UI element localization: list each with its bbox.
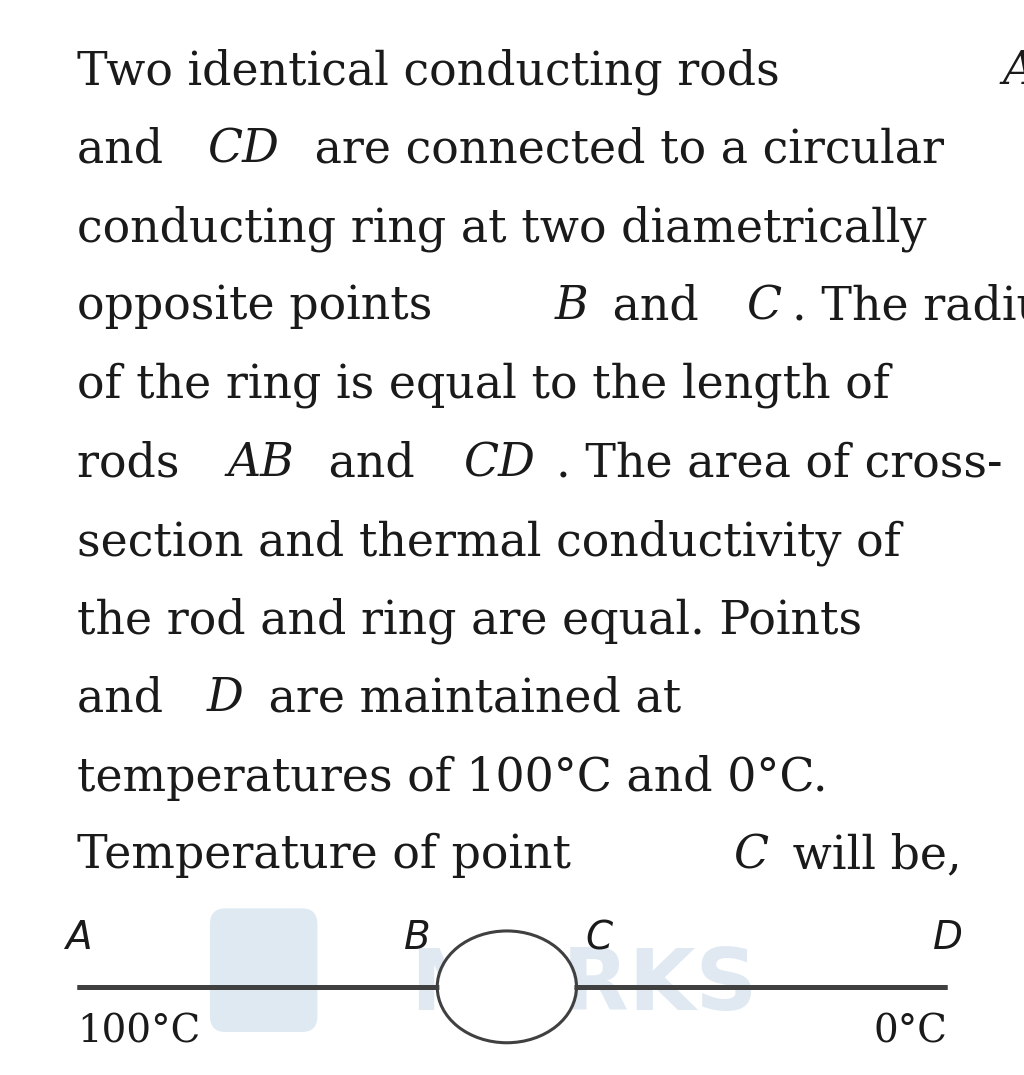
Text: . The radius: . The radius [792,284,1024,329]
Text: and: and [77,676,177,721]
Text: 100°C: 100°C [77,1014,200,1050]
Text: temperatures of 100°C and 0°C.: temperatures of 100°C and 0°C. [77,755,827,801]
Ellipse shape [439,933,574,1041]
Text: Two identical conducting rods: Two identical conducting rods [77,48,795,95]
Text: MARKS: MARKS [410,945,758,1029]
Text: AB: AB [228,441,295,486]
Text: will be,: will be, [778,833,962,878]
Text: of the ring is equal to the length of: of the ring is equal to the length of [77,362,890,408]
Text: D: D [207,676,244,721]
Text: are connected to a circular: are connected to a circular [300,127,943,172]
Text: C: C [746,284,781,329]
Text: rods: rods [77,441,194,486]
Text: $C$: $C$ [585,920,613,957]
Text: C: C [733,833,768,878]
Text: $D$: $D$ [932,920,963,957]
Text: $B$: $B$ [402,920,429,957]
Text: opposite points: opposite points [77,284,446,329]
Text: and: and [77,127,177,172]
Text: . The area of cross-: . The area of cross- [556,441,1002,486]
FancyBboxPatch shape [210,908,317,1032]
Text: conducting ring at two diametrically: conducting ring at two diametrically [77,205,927,252]
Text: Temperature of point: Temperature of point [77,833,586,878]
Text: are maintained at: are maintained at [254,676,681,721]
Text: and: and [598,284,713,329]
Text: section and thermal conductivity of: section and thermal conductivity of [77,519,900,565]
Text: CD: CD [207,127,279,172]
Text: and: and [314,441,430,486]
Text: 0°C: 0°C [873,1014,947,1050]
Text: AB: AB [1002,48,1024,94]
Text: B: B [554,284,588,329]
Text: $A$: $A$ [62,920,91,957]
Text: CD: CD [463,441,535,486]
Text: the rod and ring are equal. Points: the rod and ring are equal. Points [77,598,877,644]
